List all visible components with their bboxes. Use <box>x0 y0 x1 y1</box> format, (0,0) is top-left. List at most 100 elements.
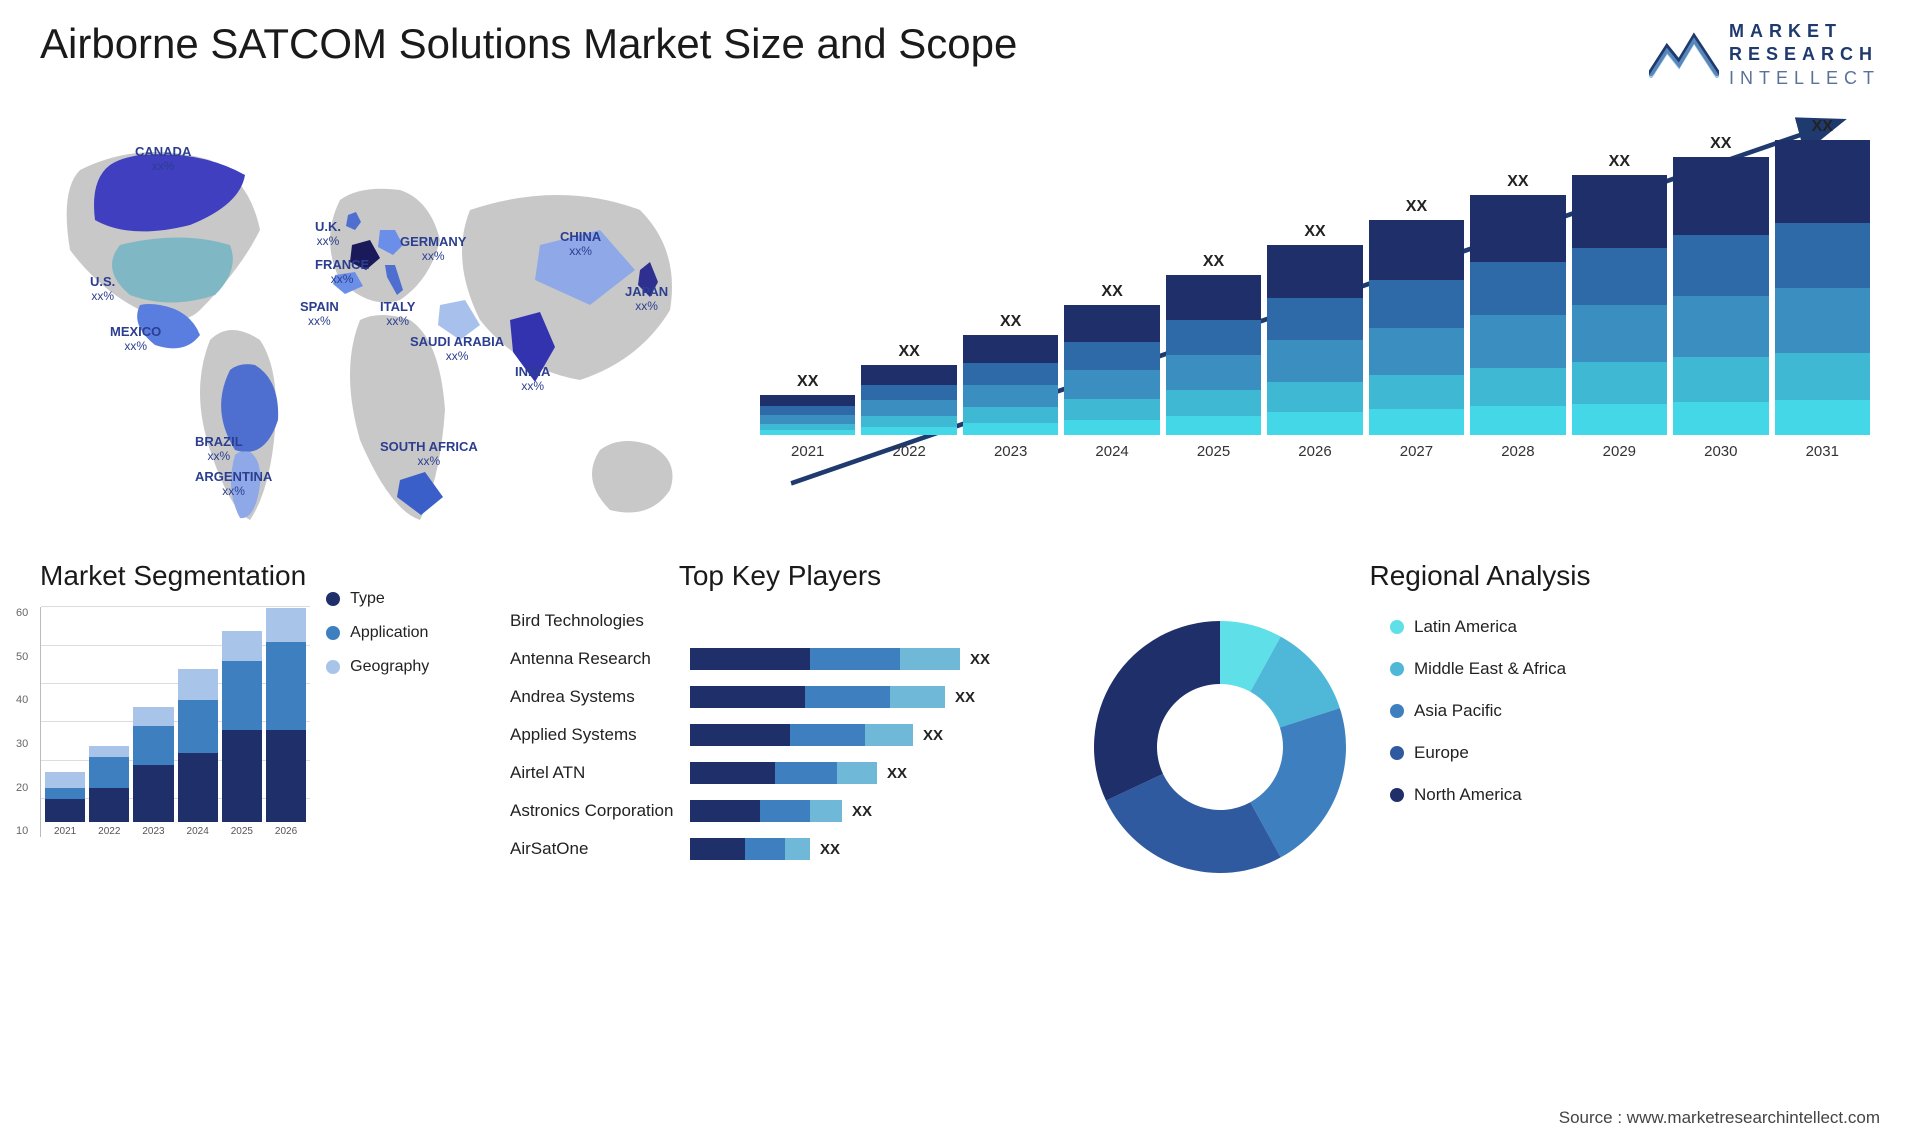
segmentation-title: Market Segmentation <box>40 560 306 592</box>
regional-donut-chart <box>1080 607 1360 887</box>
seg-year-label: 2022 <box>98 826 120 837</box>
growth-year-label: 2027 <box>1400 443 1433 460</box>
logo-line3: INTELLECT <box>1729 67 1880 90</box>
brand-logo: MARKET RESEARCH INTELLECT <box>1649 20 1880 90</box>
player-value: XX <box>955 689 975 706</box>
player-name: Applied Systems <box>510 725 690 745</box>
map-label: INDIAxx% <box>515 365 550 394</box>
player-name: Astronics Corporation <box>510 801 690 821</box>
seg-bar: 2022 <box>89 746 129 838</box>
logo-line1: MARKET <box>1729 20 1880 43</box>
growth-bar-label: XX <box>1101 283 1122 301</box>
growth-year-label: 2031 <box>1806 443 1839 460</box>
growth-year-label: 2023 <box>994 443 1027 460</box>
growth-bar-label: XX <box>1609 153 1630 171</box>
map-label: U.K.xx% <box>315 220 341 249</box>
legend-item: Middle East & Africa <box>1390 659 1566 679</box>
growth-bar: XX 2027 <box>1369 198 1464 460</box>
legend-item: Europe <box>1390 743 1566 763</box>
map-label: BRAZILxx% <box>195 435 243 464</box>
growth-bar: XX 2024 <box>1064 283 1159 460</box>
growth-bar-label: XX <box>899 343 920 361</box>
growth-bar-label: XX <box>1507 173 1528 191</box>
growth-bar-label: XX <box>1710 135 1731 153</box>
world-map-panel: CANADAxx% U.S.xx% MEXICOxx% BRAZILxx% ARGENT… <box>40 110 720 530</box>
seg-year-label: 2026 <box>275 826 297 837</box>
growth-bar: XX 2029 <box>1572 153 1667 460</box>
growth-year-label: 2025 <box>1197 443 1230 460</box>
growth-bar: XX 2022 <box>861 343 956 460</box>
seg-year-label: 2025 <box>231 826 253 837</box>
map-label: SPAINxx% <box>300 300 339 329</box>
growth-bar-label: XX <box>1000 313 1021 331</box>
map-label: CANADAxx% <box>135 145 191 174</box>
map-label: ITALYxx% <box>380 300 415 329</box>
player-value: XX <box>852 803 872 820</box>
map-label: FRANCExx% <box>315 258 369 287</box>
seg-year-label: 2024 <box>187 826 209 837</box>
player-name: Airtel ATN <box>510 763 690 783</box>
growth-year-label: 2028 <box>1501 443 1534 460</box>
growth-bar: XX 2028 <box>1470 173 1565 460</box>
player-row: Applied Systems XX <box>510 721 1050 749</box>
map-label: CHINAxx% <box>560 230 601 259</box>
legend-item: Geography <box>326 658 429 676</box>
seg-bar: 2025 <box>222 631 262 838</box>
growth-year-label: 2024 <box>1095 443 1128 460</box>
growth-year-label: 2030 <box>1704 443 1737 460</box>
growth-year-label: 2029 <box>1603 443 1636 460</box>
growth-bar: XX 2030 <box>1673 135 1768 460</box>
map-us <box>112 238 233 303</box>
regional-legend: Latin America Middle East & Africa Asia Pa… <box>1390 607 1566 805</box>
donut-slice <box>1094 621 1220 801</box>
player-name: AirSatOne <box>510 839 690 859</box>
player-name: Andrea Systems <box>510 687 690 707</box>
seg-year-label: 2023 <box>142 826 164 837</box>
growth-bar-label: XX <box>1812 118 1833 136</box>
map-label: SOUTH AFRICAxx% <box>380 440 478 469</box>
growth-bar-label: XX <box>1203 253 1224 271</box>
source-attribution: Source : www.marketresearchintellect.com <box>1559 1108 1880 1128</box>
seg-year-label: 2021 <box>54 826 76 837</box>
legend-item: Latin America <box>1390 617 1566 637</box>
growth-bar-label: XX <box>1304 223 1325 241</box>
segmentation-legend: Type Application Geography <box>326 560 429 887</box>
player-name: Bird Technologies <box>510 611 690 631</box>
player-row: Andrea Systems XX <box>510 683 1050 711</box>
map-label: SAUDI ARABIAxx% <box>410 335 504 364</box>
donut-slice <box>1106 774 1281 873</box>
legend-item: Application <box>326 624 429 642</box>
growth-chart-panel: XX2021XX2022XX2023XX2024XX2025XX2026XX20… <box>750 110 1880 530</box>
player-row: Antenna Research XX <box>510 645 1050 673</box>
seg-bar: 2024 <box>178 669 218 837</box>
player-name: Antenna Research <box>510 649 690 669</box>
seg-bar: 2021 <box>45 772 85 837</box>
player-row: Airtel ATN XX <box>510 759 1050 787</box>
page-title: Airborne SATCOM Solutions Market Size an… <box>40 20 1017 68</box>
growth-bar-label: XX <box>797 373 818 391</box>
player-value: XX <box>887 765 907 782</box>
growth-bar: XX 2025 <box>1166 253 1261 460</box>
logo-line2: RESEARCH <box>1729 43 1880 66</box>
growth-year-label: 2022 <box>892 443 925 460</box>
legend-item: Type <box>326 590 429 608</box>
growth-year-label: 2021 <box>791 443 824 460</box>
seg-bar: 2023 <box>133 707 173 837</box>
player-value: XX <box>923 727 943 744</box>
map-label: ARGENTINAxx% <box>195 470 272 499</box>
legend-item: Asia Pacific <box>1390 701 1566 721</box>
player-row: Bird Technologies <box>510 607 1050 635</box>
seg-bar: 2026 <box>266 608 306 838</box>
player-value: XX <box>970 651 990 668</box>
growth-bar-label: XX <box>1406 198 1427 216</box>
player-value: XX <box>820 841 840 858</box>
players-chart: Bird TechnologiesAntenna ResearchXXAndre… <box>510 607 1050 863</box>
player-row: AirSatOne XX <box>510 835 1050 863</box>
map-label: U.S.xx% <box>90 275 115 304</box>
growth-bar: XX2026 <box>1267 223 1362 460</box>
map-label: MEXICOxx% <box>110 325 161 354</box>
logo-mark-icon <box>1649 28 1719 83</box>
legend-item: North America <box>1390 785 1566 805</box>
growth-bar: XX 2023 <box>963 313 1058 460</box>
player-row: Astronics Corporation XX <box>510 797 1050 825</box>
